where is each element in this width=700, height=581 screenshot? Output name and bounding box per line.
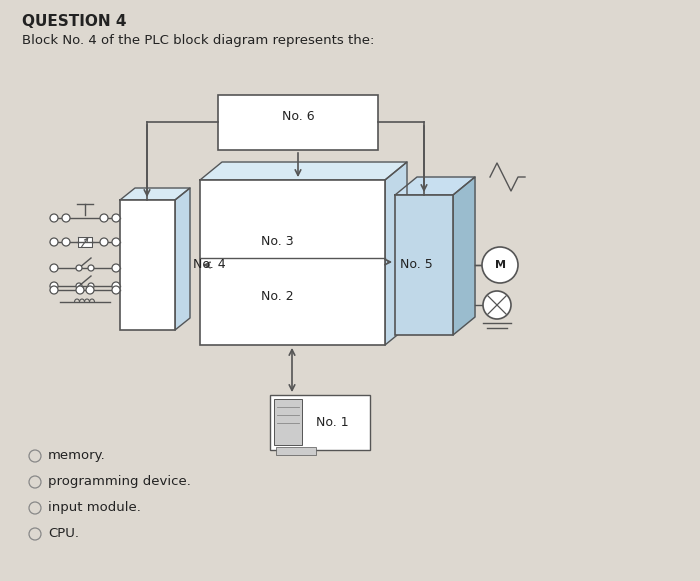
Circle shape <box>50 238 58 246</box>
Polygon shape <box>78 237 92 247</box>
Text: No. 4: No. 4 <box>193 259 225 271</box>
Circle shape <box>29 502 41 514</box>
Polygon shape <box>120 188 190 200</box>
Circle shape <box>88 283 94 289</box>
Bar <box>274 399 302 445</box>
Text: No. 3: No. 3 <box>261 235 294 248</box>
Text: M: M <box>494 260 505 270</box>
Circle shape <box>76 265 82 271</box>
Circle shape <box>100 214 108 222</box>
Circle shape <box>29 476 41 488</box>
Circle shape <box>62 214 70 222</box>
Text: input module.: input module. <box>48 501 141 514</box>
Polygon shape <box>200 162 407 180</box>
Polygon shape <box>453 177 475 335</box>
Circle shape <box>50 286 58 294</box>
Text: No. 2: No. 2 <box>261 290 294 303</box>
Circle shape <box>76 283 82 289</box>
Circle shape <box>50 264 58 272</box>
Text: No. 5: No. 5 <box>400 259 433 271</box>
Circle shape <box>50 282 58 290</box>
Circle shape <box>86 286 94 294</box>
Text: Block No. 4 of the PLC block diagram represents the:: Block No. 4 of the PLC block diagram rep… <box>22 34 374 47</box>
Circle shape <box>29 528 41 540</box>
Polygon shape <box>175 188 190 330</box>
Text: QUESTION 4: QUESTION 4 <box>22 14 127 29</box>
Bar <box>218 95 378 150</box>
Bar <box>395 195 453 335</box>
Polygon shape <box>385 162 407 345</box>
Bar <box>270 395 370 450</box>
Circle shape <box>112 238 120 246</box>
Text: No. 1: No. 1 <box>316 415 349 429</box>
Bar <box>120 200 175 330</box>
Circle shape <box>62 238 70 246</box>
Circle shape <box>88 265 94 271</box>
Text: CPU.: CPU. <box>48 527 79 540</box>
Text: memory.: memory. <box>48 449 106 462</box>
Circle shape <box>76 286 84 294</box>
Circle shape <box>112 214 120 222</box>
Circle shape <box>50 214 58 222</box>
Circle shape <box>112 264 120 272</box>
Bar <box>276 447 316 455</box>
Circle shape <box>100 238 108 246</box>
Circle shape <box>29 450 41 462</box>
Bar <box>200 180 385 345</box>
Polygon shape <box>395 177 475 195</box>
Circle shape <box>482 247 518 283</box>
Text: No. 6: No. 6 <box>281 110 314 124</box>
Circle shape <box>112 286 120 294</box>
Text: programming device.: programming device. <box>48 475 191 488</box>
Circle shape <box>112 282 120 290</box>
Circle shape <box>483 291 511 319</box>
